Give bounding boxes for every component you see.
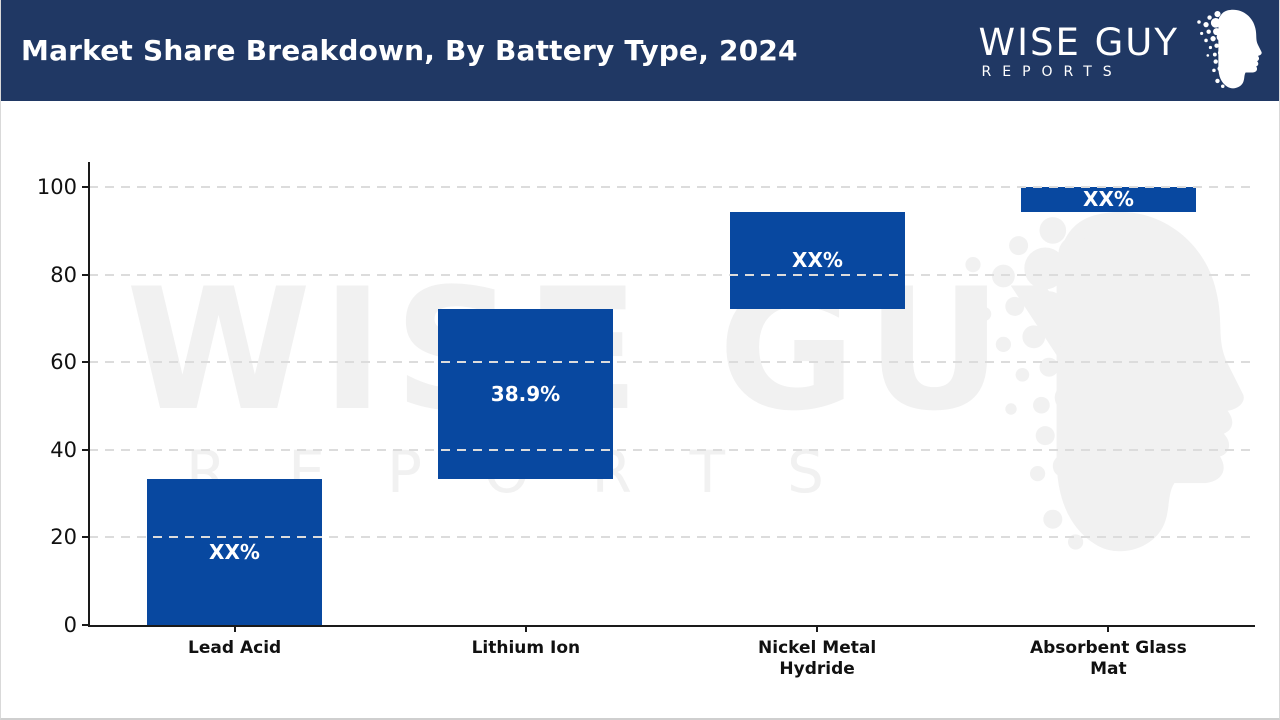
y-tick-label: 40 [50,437,77,462]
bar-value-label: XX% [792,248,843,273]
y-axis [88,162,90,627]
gridline [89,536,1254,539]
x-tick-label: Lithium Ion [471,638,581,658]
header-bar: Market Share Breakdown, By Battery Type,… [1,0,1279,101]
bar-value-label: XX% [209,540,260,565]
y-tick-label: 80 [50,262,77,287]
y-axis-tick [82,448,89,451]
logo-wordmark: WISE GUY [978,20,1179,64]
bar-segment: XX% [730,211,905,309]
y-axis-tick [82,624,89,626]
gridline [89,448,1254,451]
watermark-text: WISE GUY [126,252,1145,448]
x-tick-label: Lead Acid [188,638,282,658]
gridline [89,273,1254,276]
y-axis-tick [82,273,89,276]
y-axis-tick [82,536,89,539]
x-axis-tick [524,627,527,632]
x-axis [88,625,1255,627]
x-axis-tick [1107,627,1110,632]
bar-value-label: XX% [1083,187,1134,212]
page-title: Market Share Breakdown, By Battery Type,… [21,34,798,67]
y-tick-label: 60 [50,350,77,375]
gridline [89,361,1254,364]
y-tick-label: 100 [36,175,77,199]
x-tick-label: Nickel Metal Hydride [758,638,877,680]
logo: WISE GUY REPORTS [979,6,1269,96]
x-tick-label: Absorbent Glass Mat [1029,638,1187,680]
x-axis-tick [816,627,819,632]
bar-segment: XX% [147,479,322,625]
bar-value-label: 38.9% [490,381,561,406]
bar-segment: 38.9% [438,308,613,480]
y-tick-label: 20 [50,525,77,550]
y-axis-tick [82,361,89,364]
x-axis-tick [233,627,236,632]
logo-text: WISE GUY REPORTS [979,24,1179,79]
y-tick-label: 0 [63,613,77,637]
gridline [89,186,1254,188]
bar-segment: XX% [1021,187,1196,212]
y-axis-tick [82,186,89,188]
logo-subtitle: REPORTS [981,63,1123,80]
